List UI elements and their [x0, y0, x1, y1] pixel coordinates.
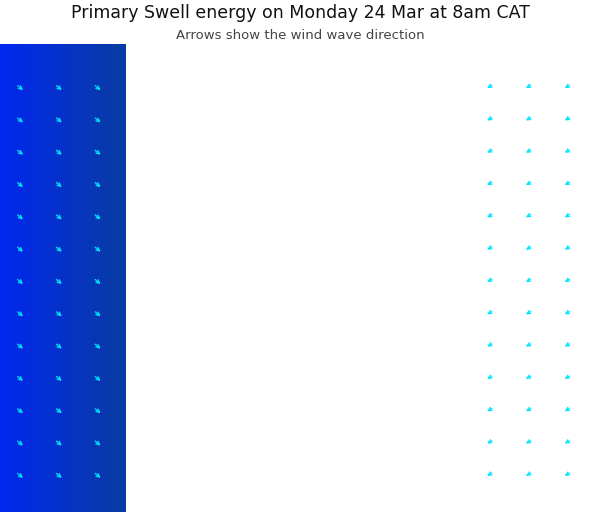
Bar [40, 44, 42, 512]
Bar [99, 44, 101, 512]
Bar [25, 44, 27, 512]
Bar [31, 44, 34, 512]
Bar [76, 44, 78, 512]
Bar [101, 44, 103, 512]
Bar [17, 44, 19, 512]
Bar [80, 44, 82, 512]
Bar [6, 44, 8, 512]
Bar [35, 44, 38, 512]
Text: Arrows show the wind wave direction: Arrows show the wind wave direction [176, 29, 425, 42]
Bar [63, 44, 65, 512]
Bar [29, 44, 31, 512]
Bar [14, 44, 17, 512]
Bar [118, 44, 120, 512]
Bar [21, 44, 23, 512]
Bar [23, 44, 25, 512]
Bar [13, 44, 14, 512]
Bar [97, 44, 99, 512]
Bar [67, 44, 69, 512]
Bar [34, 44, 35, 512]
Bar [65, 44, 67, 512]
Bar [48, 44, 50, 512]
Bar [61, 44, 63, 512]
Bar [82, 44, 84, 512]
Bar [107, 44, 109, 512]
Bar [2, 44, 4, 512]
Bar [78, 44, 80, 512]
Bar [8, 44, 10, 512]
Bar [109, 44, 111, 512]
Bar [122, 44, 124, 512]
Text: Primary Swell energy on Monday 24 Mar at 8am CAT: Primary Swell energy on Monday 24 Mar at… [71, 4, 530, 22]
Bar [46, 44, 48, 512]
Bar [114, 44, 115, 512]
Bar [111, 44, 114, 512]
Bar [56, 44, 59, 512]
Bar [105, 44, 107, 512]
Bar [115, 44, 118, 512]
Bar [73, 44, 76, 512]
Bar [94, 44, 97, 512]
Bar [59, 44, 61, 512]
Bar [69, 44, 72, 512]
Bar [55, 44, 56, 512]
Bar [72, 44, 73, 512]
Bar [4, 44, 6, 512]
Bar [86, 44, 88, 512]
Bar [84, 44, 86, 512]
Bar [27, 44, 29, 512]
Bar [44, 44, 46, 512]
Bar [120, 44, 122, 512]
Bar [42, 44, 44, 512]
Bar [19, 44, 21, 512]
Bar [50, 44, 52, 512]
Bar [90, 44, 93, 512]
Bar [52, 44, 55, 512]
Bar [38, 44, 40, 512]
Bar [103, 44, 105, 512]
Bar [0, 44, 2, 512]
Bar [93, 44, 94, 512]
Bar [88, 44, 90, 512]
Bar [10, 44, 13, 512]
Bar [124, 44, 126, 512]
